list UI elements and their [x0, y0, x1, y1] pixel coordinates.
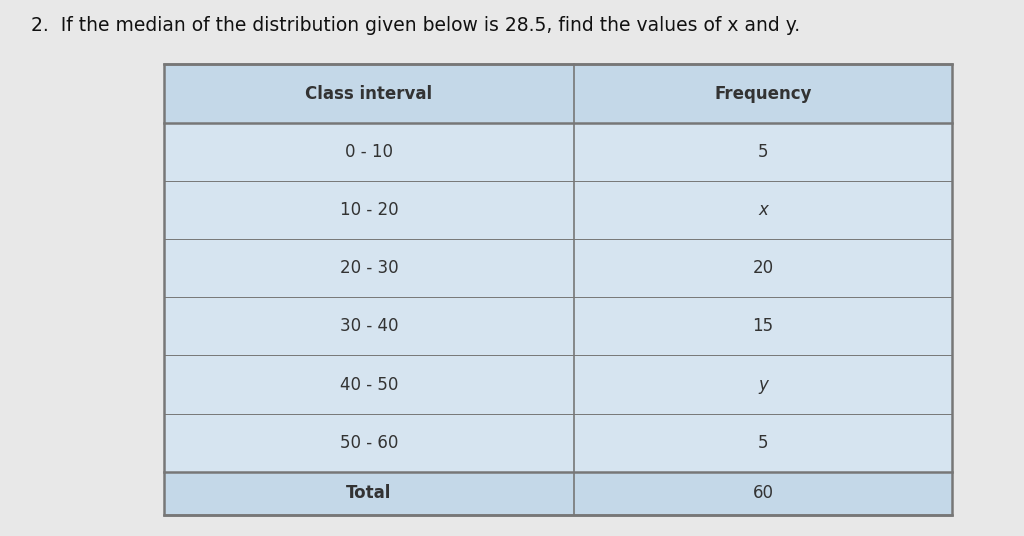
Bar — [164, 472, 952, 515]
Text: 0 - 10: 0 - 10 — [345, 143, 393, 161]
Text: 30 - 40: 30 - 40 — [340, 317, 398, 336]
Text: 2.  If the median of the distribution given below is 28.5, find the values of x : 2. If the median of the distribution giv… — [31, 16, 800, 35]
Text: y: y — [758, 376, 768, 393]
Text: Frequency: Frequency — [715, 85, 812, 102]
Text: 20 - 30: 20 - 30 — [340, 259, 398, 277]
Bar — [164, 64, 952, 123]
Bar — [164, 64, 952, 515]
Bar — [164, 64, 952, 515]
Text: 5: 5 — [758, 143, 768, 161]
Text: 50 - 60: 50 - 60 — [340, 434, 398, 452]
Text: 60: 60 — [753, 484, 773, 502]
Text: Total: Total — [346, 484, 391, 502]
Text: 40 - 50: 40 - 50 — [340, 376, 398, 393]
Text: Class interval: Class interval — [305, 85, 432, 102]
Text: 10 - 20: 10 - 20 — [340, 201, 398, 219]
Text: x: x — [758, 201, 768, 219]
Text: 20: 20 — [753, 259, 774, 277]
Text: 5: 5 — [758, 434, 768, 452]
Text: 15: 15 — [753, 317, 774, 336]
